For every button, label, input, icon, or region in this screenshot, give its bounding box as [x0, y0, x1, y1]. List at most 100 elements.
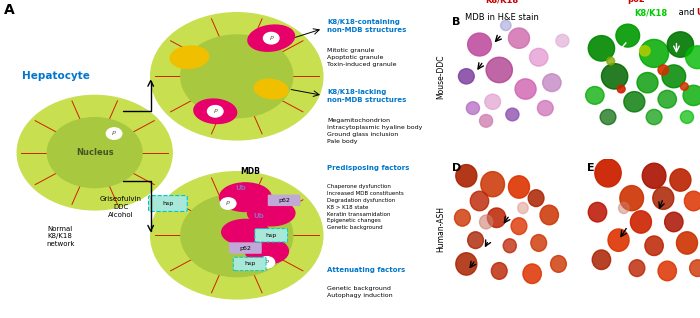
Circle shape: [607, 57, 615, 65]
Text: hsp: hsp: [265, 233, 276, 238]
Text: Mitotic granule
Apoptotic granule
Toxin-induced granule: Mitotic granule Apoptotic granule Toxin-…: [327, 48, 397, 67]
Circle shape: [456, 253, 477, 275]
Ellipse shape: [220, 183, 271, 211]
Circle shape: [540, 205, 559, 225]
Text: Attenuating factors: Attenuating factors: [327, 267, 405, 273]
Circle shape: [685, 191, 700, 211]
Ellipse shape: [222, 219, 269, 245]
Circle shape: [263, 32, 279, 44]
Circle shape: [637, 73, 658, 93]
Text: K8/K18: K8/K18: [634, 8, 668, 17]
Circle shape: [601, 64, 628, 89]
Circle shape: [454, 23, 465, 33]
Circle shape: [629, 260, 645, 277]
Circle shape: [556, 34, 569, 47]
Circle shape: [468, 33, 491, 56]
Text: p62: p62: [627, 0, 645, 4]
Circle shape: [150, 13, 323, 140]
Circle shape: [466, 102, 480, 114]
Circle shape: [592, 250, 610, 270]
Circle shape: [616, 24, 640, 47]
Circle shape: [642, 163, 666, 188]
Circle shape: [645, 236, 664, 256]
Circle shape: [518, 202, 528, 214]
Circle shape: [470, 191, 489, 211]
Ellipse shape: [194, 99, 237, 123]
Circle shape: [667, 32, 694, 57]
Circle shape: [528, 190, 544, 207]
Circle shape: [454, 209, 470, 226]
Text: p62: p62: [239, 245, 251, 251]
Circle shape: [523, 264, 541, 284]
Circle shape: [620, 186, 643, 211]
Circle shape: [640, 39, 668, 67]
Text: Ub: Ub: [236, 185, 246, 190]
Text: Griseofulvin
DDC
Alcohol: Griseofulvin DDC Alcohol: [99, 196, 141, 218]
Text: hsp: hsp: [162, 201, 174, 206]
Circle shape: [458, 69, 474, 84]
Text: Nucleus: Nucleus: [76, 148, 113, 157]
Text: D: D: [452, 163, 461, 173]
Text: B: B: [452, 17, 460, 26]
Text: Ub: Ub: [696, 8, 700, 17]
Circle shape: [456, 165, 477, 187]
FancyBboxPatch shape: [268, 195, 300, 206]
Ellipse shape: [248, 200, 295, 226]
Ellipse shape: [246, 238, 288, 264]
Text: MDB: MDB: [240, 168, 260, 176]
Circle shape: [48, 118, 142, 188]
Text: and: and: [676, 8, 697, 17]
Circle shape: [538, 100, 553, 116]
Circle shape: [491, 263, 507, 279]
Text: K8/K18: K8/K18: [486, 0, 519, 4]
Circle shape: [150, 172, 323, 299]
Circle shape: [468, 232, 484, 249]
Circle shape: [624, 92, 645, 112]
Circle shape: [529, 48, 548, 66]
Circle shape: [508, 176, 529, 198]
Circle shape: [486, 57, 512, 83]
Text: P: P: [265, 260, 269, 265]
Circle shape: [631, 211, 652, 233]
Circle shape: [670, 169, 691, 191]
Circle shape: [686, 46, 700, 69]
Text: A: A: [4, 3, 15, 17]
Text: Human-ASH: Human-ASH: [436, 206, 445, 252]
Circle shape: [551, 256, 566, 272]
Circle shape: [658, 90, 676, 108]
Circle shape: [207, 106, 223, 117]
Text: p62: p62: [278, 198, 290, 203]
Circle shape: [506, 108, 519, 121]
Circle shape: [586, 86, 604, 104]
Circle shape: [664, 212, 683, 232]
Circle shape: [608, 229, 629, 251]
FancyBboxPatch shape: [233, 257, 266, 271]
Circle shape: [487, 208, 506, 228]
Circle shape: [503, 239, 517, 253]
Circle shape: [646, 109, 662, 125]
Text: Chaperone dysfunction
Increased MDB constituents
Degradation dysfunction
K8 > K1: Chaperone dysfunction Increased MDB cons…: [327, 184, 404, 230]
Circle shape: [658, 65, 668, 75]
Circle shape: [106, 128, 122, 139]
Circle shape: [640, 46, 650, 56]
Circle shape: [595, 159, 621, 187]
Circle shape: [617, 85, 625, 93]
Ellipse shape: [248, 25, 295, 51]
Circle shape: [527, 23, 538, 33]
FancyBboxPatch shape: [255, 229, 288, 242]
Circle shape: [220, 198, 236, 209]
Text: K8/K18-lacking
non-MDB structures: K8/K18-lacking non-MDB structures: [327, 89, 407, 102]
Circle shape: [259, 257, 274, 268]
Circle shape: [508, 28, 529, 48]
Text: P: P: [112, 131, 116, 136]
Circle shape: [480, 114, 493, 127]
Text: hsp: hsp: [244, 261, 256, 266]
Circle shape: [588, 202, 607, 222]
Text: E: E: [587, 163, 594, 173]
Circle shape: [515, 79, 536, 99]
Text: Megamitochondrion
Intracytoplasmic hyaline body
Ground glass inclusion
Pale body: Megamitochondrion Intracytoplasmic hyali…: [327, 118, 423, 144]
Circle shape: [531, 235, 547, 251]
Circle shape: [481, 172, 505, 197]
Circle shape: [480, 215, 493, 229]
FancyBboxPatch shape: [148, 196, 188, 211]
